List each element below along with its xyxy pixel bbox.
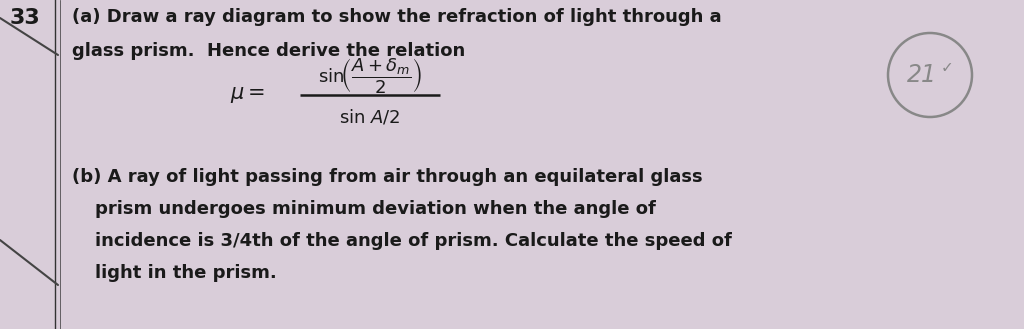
Text: (b) A ray of light passing from air through an equilateral glass: (b) A ray of light passing from air thro… [72, 168, 702, 186]
Text: $\mathrm{sin}\!\left(\dfrac{A+\delta_m}{2}\right)$: $\mathrm{sin}\!\left(\dfrac{A+\delta_m}{… [317, 56, 422, 94]
Text: $\mu =$: $\mu =$ [230, 85, 265, 105]
Text: (a) Draw a ray diagram to show the refraction of light through a: (a) Draw a ray diagram to show the refra… [72, 8, 722, 26]
Text: light in the prism.: light in the prism. [95, 264, 276, 282]
Text: 21: 21 [907, 63, 937, 87]
Text: incidence is 3/4th of the angle of prism. Calculate the speed of: incidence is 3/4th of the angle of prism… [95, 232, 732, 250]
Text: prism undergoes minimum deviation when the angle of: prism undergoes minimum deviation when t… [95, 200, 656, 218]
Text: glass prism.  Hence derive the relation: glass prism. Hence derive the relation [72, 42, 465, 60]
Text: $\checkmark$: $\checkmark$ [940, 60, 952, 74]
Text: 33: 33 [10, 8, 41, 28]
Text: $\mathrm{sin}\ A/2$: $\mathrm{sin}\ A/2$ [339, 108, 400, 126]
